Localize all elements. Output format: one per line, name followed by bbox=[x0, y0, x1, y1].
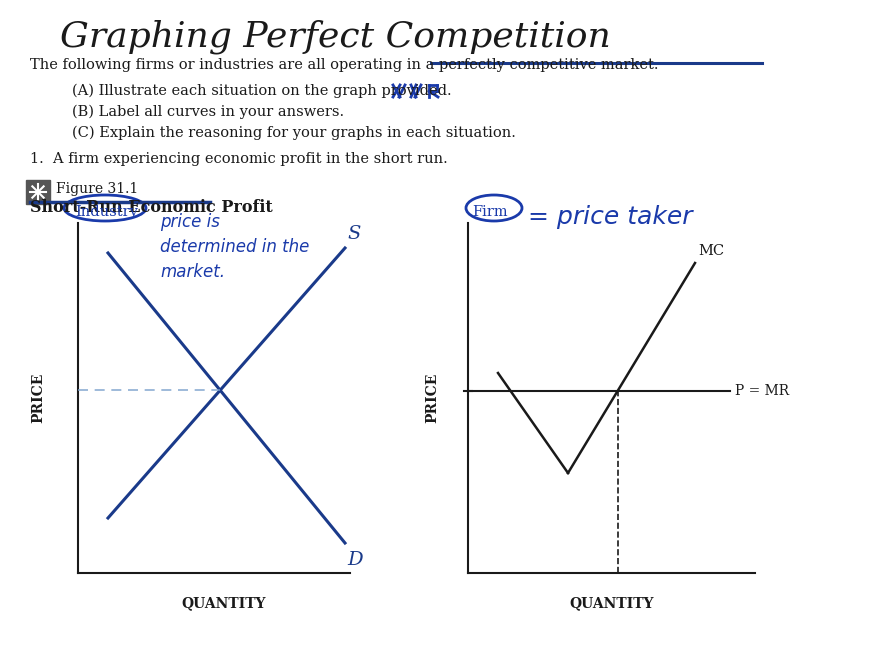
Text: (A) Illustrate each situation on the graph provided.: (A) Illustrate each situation on the gra… bbox=[72, 84, 452, 99]
Text: QUANTITY: QUANTITY bbox=[570, 596, 654, 610]
Text: Graphing Perfect Competition: Graphing Perfect Competition bbox=[60, 20, 611, 55]
Text: (C) Explain the reasoning for your graphs in each situation.: (C) Explain the reasoning for your graph… bbox=[72, 126, 516, 140]
Text: MC: MC bbox=[698, 244, 724, 258]
Text: D: D bbox=[347, 551, 362, 569]
Text: QUANTITY: QUANTITY bbox=[182, 596, 266, 610]
Text: The following firms or industries are all operating in a perfectly competitive m: The following firms or industries are al… bbox=[30, 58, 659, 72]
Text: = price taker: = price taker bbox=[528, 205, 692, 229]
Text: (B) Label all curves in your answers.: (B) Label all curves in your answers. bbox=[72, 105, 344, 119]
Text: PRICE: PRICE bbox=[31, 373, 45, 423]
Text: Short-Run Economic Profit: Short-Run Economic Profit bbox=[30, 199, 273, 216]
Text: Industry: Industry bbox=[75, 205, 138, 219]
Text: price is
determined in the
market.: price is determined in the market. bbox=[160, 213, 310, 281]
Text: Firm: Firm bbox=[472, 205, 508, 219]
Text: S: S bbox=[347, 225, 360, 243]
Text: PRICE: PRICE bbox=[425, 373, 439, 423]
Text: Figure 31.1: Figure 31.1 bbox=[56, 182, 138, 196]
Text: P = MR: P = MR bbox=[735, 384, 789, 398]
Text: 1.  A firm experiencing economic profit in the short run.: 1. A firm experiencing economic profit i… bbox=[30, 152, 448, 166]
FancyBboxPatch shape bbox=[26, 180, 50, 204]
